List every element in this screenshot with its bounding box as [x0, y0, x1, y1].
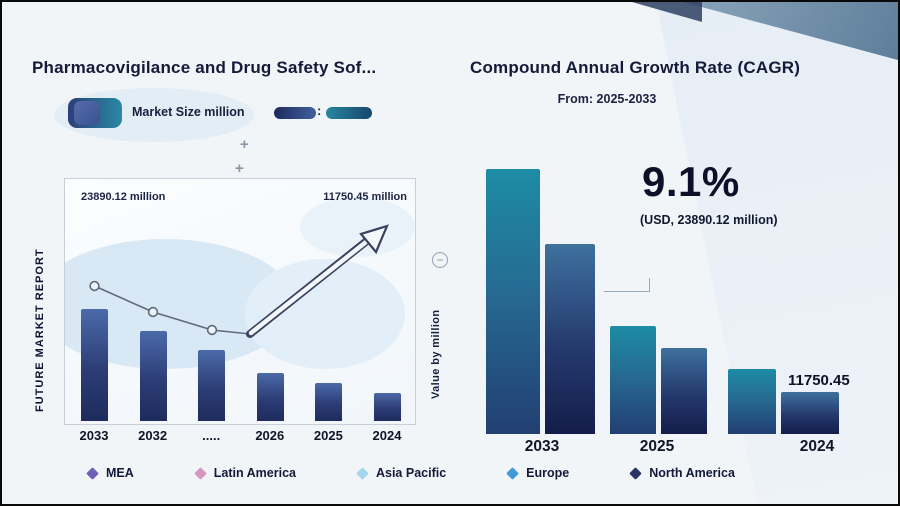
bar-2026 — [256, 373, 284, 421]
x-tick-2033: 2033 — [524, 438, 560, 455]
bottom-legend: MEA Latin America Asia Pacific Europe North … — [86, 466, 735, 480]
cagr-value: 9.1% — [642, 158, 740, 205]
legend-label: Latin America — [213, 466, 296, 480]
legend-item-asia-pacific: Asia Pacific — [356, 466, 447, 480]
legend-label: Asia Pacific — [375, 466, 447, 480]
scale-separator: : — [317, 103, 322, 118]
bar-2025-lower — [661, 348, 707, 434]
x-tick-ellipsis: ..... — [202, 428, 221, 443]
bar-..... — [198, 350, 226, 421]
left-chart-title: Pharmacovigilance and Drug Safety Sof... — [32, 58, 377, 77]
legend-item-europe: Europe — [506, 466, 570, 480]
bar-2024-upper — [728, 369, 776, 434]
trend-marker — [206, 324, 218, 336]
bar-2033-lower — [545, 244, 595, 434]
bar-group-2025 — [610, 326, 707, 434]
bar-2025-upper — [610, 326, 656, 434]
right-bars — [478, 164, 882, 434]
bar-group-2024 — [728, 369, 839, 434]
arrow-shaft — [248, 239, 369, 336]
x-tick-2032: 2032 — [138, 428, 168, 443]
legend-diamond-icon — [86, 466, 99, 480]
cagr-note: (USD, 23890.12 million) — [640, 213, 778, 227]
x-tick-2026: 2026 — [255, 428, 285, 443]
trend-line — [94, 285, 251, 335]
legend-item-latin-america: Latin America — [193, 466, 296, 480]
x-tick-2025: 2025 — [639, 438, 675, 455]
brand-vertical-text: FUTURE MARKET REPORT — [34, 248, 46, 412]
x-tick-2024: 2024 — [799, 438, 835, 455]
left-bars — [81, 296, 401, 421]
x-tick-2025: 2025 — [313, 428, 343, 443]
left-x-axis: 2033 2032 ..... 2026 2025 2024 — [72, 428, 409, 443]
bar-2024 — [373, 393, 401, 421]
legend-item-mea: MEA — [86, 466, 134, 480]
scale-bar-navy-icon — [274, 107, 316, 119]
trend-marker — [147, 306, 159, 318]
scale-bar-teal-icon — [326, 107, 372, 119]
x-tick-2024: 2024 — [372, 428, 402, 443]
trend-arrow — [89, 224, 389, 338]
market-size-legend-icon — [68, 98, 122, 128]
market-size-legend-label: Market Size million — [132, 105, 245, 119]
legend-label: Europe — [526, 466, 570, 480]
step-line-decoration — [604, 278, 650, 292]
minus-icon: – — [432, 252, 448, 268]
bar-group-2033 — [486, 169, 595, 434]
bar-2025 — [315, 383, 343, 421]
max-value-annotation: 23890.12 million — [81, 191, 166, 203]
legend-label: North America — [649, 466, 735, 480]
trend-marker — [89, 280, 100, 292]
minus-glyph: – — [436, 253, 444, 266]
bar-value-label: 11750.45 — [788, 372, 850, 389]
legend-label: MEA — [106, 466, 134, 480]
arrow-head — [359, 224, 389, 255]
bar-2032 — [139, 331, 167, 421]
min-value-annotation: 11750.45 million — [323, 191, 407, 203]
bar-2033 — [81, 309, 108, 421]
legend-diamond-icon — [193, 466, 207, 480]
right-y-axis-label: Value by million — [430, 309, 442, 399]
right-chart-title: Compound Annual Growth Rate (CAGR) — [470, 58, 801, 77]
legend-diamond-icon — [629, 466, 643, 480]
plus-icon: + — [240, 136, 249, 153]
bar-2024-lower — [781, 392, 839, 434]
x-tick-2033: 2033 — [79, 428, 109, 443]
bar-2033-upper — [486, 169, 540, 434]
legend-diamond-icon — [356, 466, 369, 480]
plus-icon: + — [235, 160, 244, 177]
market-size-chart: 23890.12 million 11750.45 million — [64, 178, 416, 425]
cagr-subtitle: From: 2025-2033 — [557, 92, 657, 106]
legend-item-north-america: North America — [629, 466, 735, 480]
legend-diamond-icon — [506, 466, 520, 480]
